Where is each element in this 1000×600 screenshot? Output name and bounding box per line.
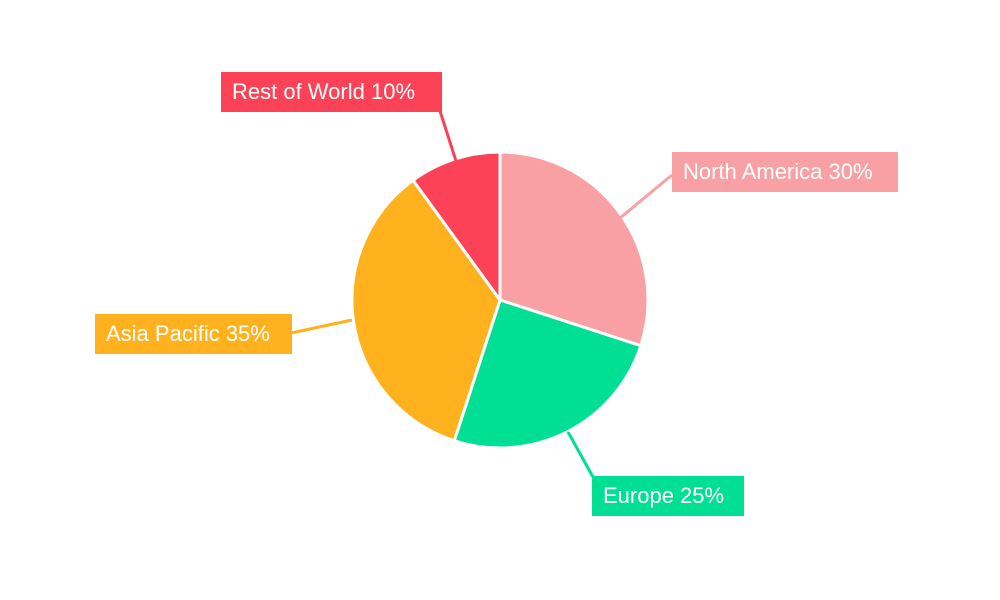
pie-slice-europe[interactable] (452, 298, 643, 450)
leader-lines (290, 110, 673, 478)
pie-label-north-america[interactable]: North America 30% (672, 152, 898, 192)
pie-label-europe[interactable]: Europe 25% (592, 476, 744, 516)
pie-slice-north-america[interactable] (498, 150, 650, 348)
pie-label-asia-pacific[interactable]: Asia Pacific 35% (95, 314, 292, 354)
leader-line-europe (566, 431, 595, 478)
pie-label-asia-pacific-text: Asia Pacific 35% (106, 321, 270, 346)
pie-label-north-america-text: North America 30% (683, 159, 873, 184)
pie-slices (350, 150, 650, 450)
pie-label-europe-text: Europe 25% (603, 483, 725, 508)
pie-label-rest-of-world[interactable]: Rest of World 10% (221, 72, 442, 112)
pie-label-rest-of-world-text: Rest of World 10% (232, 79, 416, 104)
leader-line-asia-pacific (290, 318, 353, 335)
leader-line-north-america (619, 173, 673, 220)
pie-slice-asia-pacific[interactable] (350, 178, 502, 443)
leader-line-rest-of-world (438, 110, 458, 162)
